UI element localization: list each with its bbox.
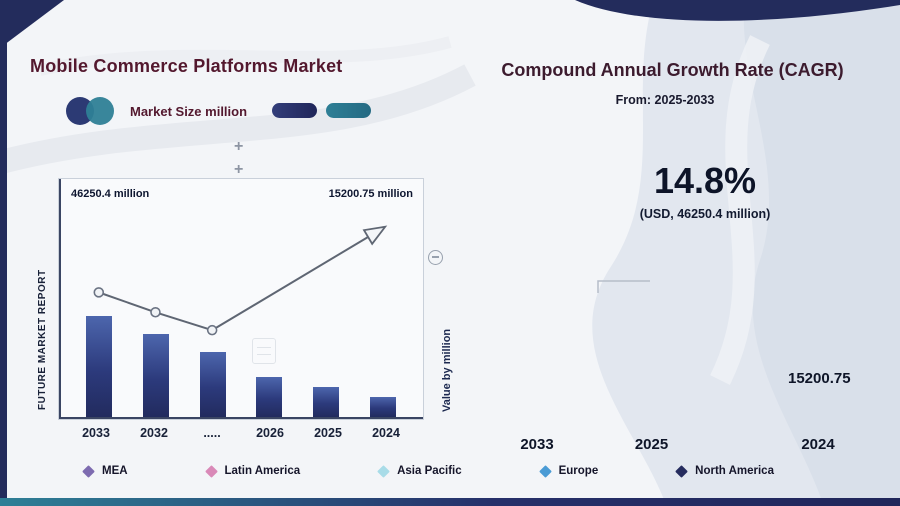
market-size-bar-2033 <box>85 316 112 417</box>
plot-area <box>59 179 423 419</box>
legend-item-europe: Europe <box>538 464 599 478</box>
legend-diamond-icon <box>675 464 689 478</box>
annotation-2033-value: 46250.4 million <box>71 188 150 200</box>
pill-navy-segment <box>272 103 317 118</box>
legend-label: MEA <box>102 465 128 477</box>
market-size-chart: 46250.4 million 15200.75 million <box>58 178 424 420</box>
x-label-2033: 2033 <box>82 426 110 440</box>
legend-label: Europe <box>558 465 599 477</box>
legend-diamond-icon <box>204 464 218 478</box>
bar-slot <box>363 215 403 417</box>
left-bars <box>62 215 420 417</box>
market-size-bar-..... <box>199 352 226 417</box>
left-edge-stripe <box>0 0 7 506</box>
pill-teal-segment <box>326 103 371 118</box>
left-chart-title: Mobile Commerce Platforms Market <box>30 56 343 76</box>
legend-diamond-icon <box>377 464 390 478</box>
x-label-.....: ..... <box>203 426 221 440</box>
bar-slot <box>249 215 289 417</box>
legend-label: Latin America <box>224 465 301 477</box>
plus-icon: + <box>234 138 244 155</box>
legend-diamond-icon <box>538 464 552 478</box>
bar-slot <box>306 215 346 417</box>
cagr-value: 14.8% <box>653 160 757 201</box>
cagr-x-label-2025: 2025 <box>634 436 669 453</box>
market-size-bar-2032 <box>142 334 169 417</box>
x-label-2032: 2032 <box>140 426 168 440</box>
market-size-legend-icon <box>66 96 118 126</box>
teal-circle <box>86 97 114 125</box>
right-x-labels: 2033 2025 2024 <box>478 436 860 458</box>
bar-slot <box>79 215 119 417</box>
minus-circle-icon <box>428 250 443 265</box>
cagr-x-label-2033: 2033 <box>520 436 554 453</box>
legend-item-mea: MEA <box>82 464 128 478</box>
x-label-2026: 2026 <box>256 426 284 440</box>
bottom-gradient-bar <box>0 498 900 506</box>
left-y-axis-label: FUTURE MARKET REPORT <box>37 269 48 410</box>
annotation-15200: 15200.75 <box>788 370 851 387</box>
x-label-2025: 2025 <box>314 426 342 440</box>
legend-diamond-icon <box>82 464 95 478</box>
bar-slot <box>136 215 176 417</box>
grid-decoration-icon <box>252 338 276 364</box>
annotation-2024-value: 15200.75 million <box>328 188 413 200</box>
x-label-2024: 2024 <box>372 426 400 440</box>
legend-item-latin-america: Latin America <box>204 464 301 478</box>
legend-label: North America <box>695 465 774 477</box>
market-size-legend-label: Market Size million <box>130 104 248 119</box>
right-bars <box>478 162 860 430</box>
segmented-pill-icon <box>272 103 371 118</box>
legend-label: Asia Pacific <box>397 465 462 477</box>
right-chart-title: Compound Annual Growth Rate (CAGR) <box>501 60 844 80</box>
cagr-x-label-2024: 2024 <box>801 436 835 453</box>
cagr-period: From: 2025-2033 <box>615 93 715 107</box>
market-size-bar-2026 <box>256 376 283 417</box>
cagr-note: (USD, 46250.4 million) <box>639 207 771 221</box>
market-size-bar-2025 <box>313 386 340 417</box>
plus-icon: + <box>234 161 244 178</box>
right-y-axis-label: Value by million <box>441 328 453 412</box>
footer-legend: MEA Latin America Asia Pacific Europe North … <box>82 464 774 478</box>
legend-item-asia-pacific: Asia Pacific <box>377 464 462 478</box>
bar-slot <box>193 215 233 417</box>
legend-item-north-america: North America <box>675 464 774 478</box>
market-size-bar-2024 <box>370 396 397 417</box>
left-x-labels: 2033 2032..... 2026 2025 2024 <box>58 426 424 440</box>
